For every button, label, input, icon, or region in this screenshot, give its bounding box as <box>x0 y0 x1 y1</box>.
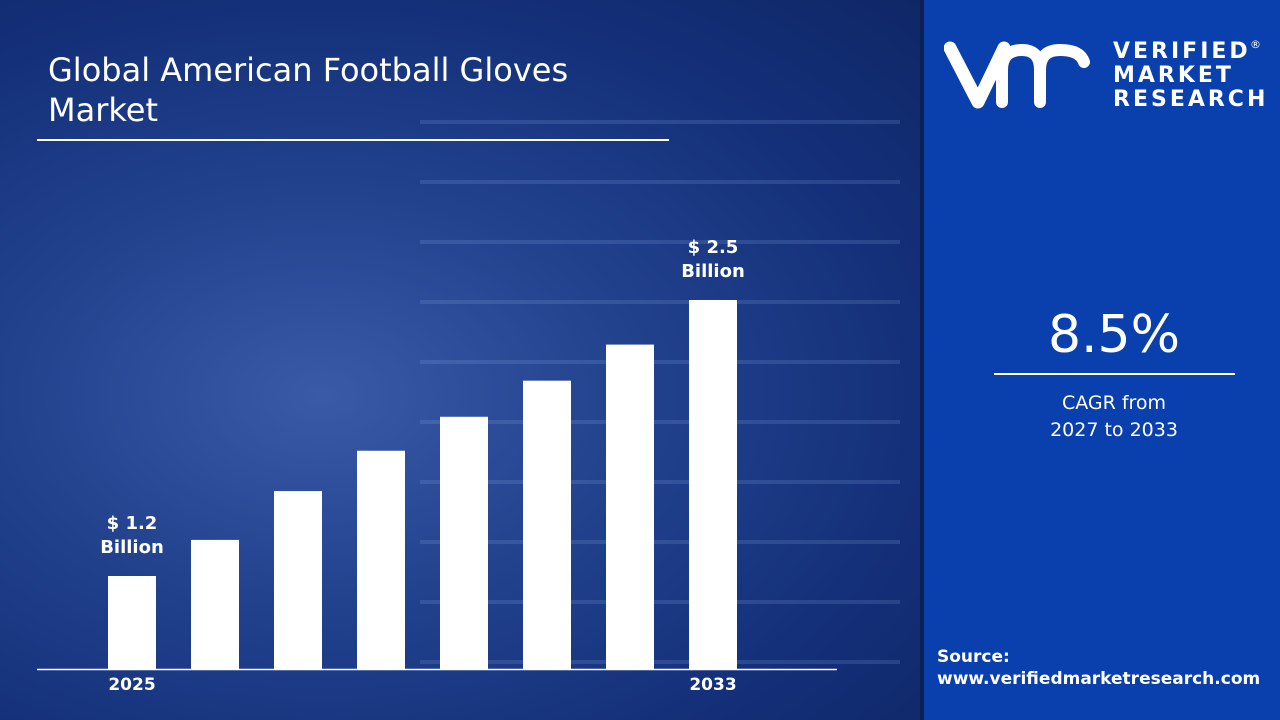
bar-7 <box>689 300 737 669</box>
x-tick-label: 2033 <box>689 675 737 695</box>
brand-line2: MARKET <box>1113 63 1234 88</box>
x-tick-label: 2025 <box>108 675 156 695</box>
panel-divider <box>920 0 924 720</box>
brand-line1: VERIFIED <box>1113 39 1251 64</box>
bar-0 <box>108 576 156 669</box>
bar-3 <box>357 450 405 669</box>
data-label: $ 1.2 Billion <box>82 512 182 560</box>
brand-line3: RESEARCH <box>1113 87 1269 112</box>
brand-name: VERIFIED MARKET RESEARCH <box>1113 40 1268 112</box>
chart-title: Global American Football Gloves Market <box>48 51 569 129</box>
source-label: Source: <box>937 647 1010 667</box>
bar-1 <box>191 539 239 669</box>
bar-chart <box>37 300 837 671</box>
data-label-value: $ 1.2 <box>106 513 158 534</box>
cagr-label-line1: CAGR from <box>1061 392 1167 414</box>
source: Source: www.verifiedmarketresearch.com <box>937 646 1260 690</box>
cagr-label-line2: 2027 to 2033 <box>1050 419 1178 441</box>
cagr-value: 8.5% <box>1047 305 1181 365</box>
registered-mark: ® <box>1250 38 1261 51</box>
cagr-label: CAGR from 2027 to 2033 <box>994 390 1234 444</box>
vmr-logo-icon <box>944 41 1090 109</box>
source-url[interactable]: www.verifiedmarketresearch.com <box>937 669 1261 689</box>
data-label-value: $ 2.5 <box>687 237 739 258</box>
side-panel <box>924 0 1280 720</box>
bar-4 <box>440 416 488 669</box>
data-label-unit: Billion <box>100 537 164 558</box>
shelf-texture <box>420 120 900 680</box>
bar-2 <box>274 491 322 669</box>
data-label: $ 2.5 Billion <box>663 236 763 284</box>
title-underline <box>37 139 669 141</box>
bar-5 <box>523 380 571 669</box>
cagr-divider <box>994 373 1235 375</box>
bar-6 <box>606 344 654 669</box>
data-label-unit: Billion <box>681 261 745 282</box>
